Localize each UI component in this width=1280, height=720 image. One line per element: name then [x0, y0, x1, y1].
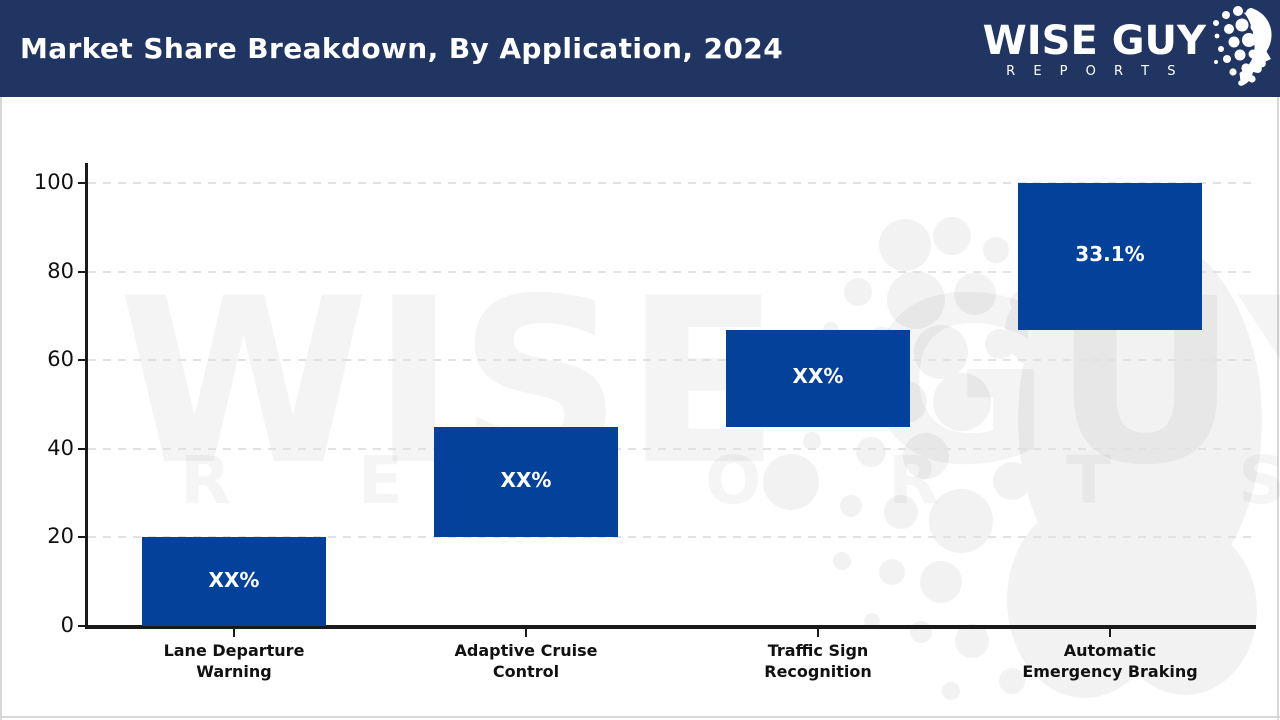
x-axis-tick-mark	[233, 629, 235, 637]
y-axis-tick-label: 60	[47, 347, 74, 372]
right-border	[1277, 97, 1279, 720]
category-label: Automatic Emergency Braking	[980, 640, 1240, 682]
bar-segment	[1018, 183, 1202, 330]
bottom-border	[0, 716, 1280, 718]
brand-logo-text: WISE GUY R E P O R T S	[983, 20, 1206, 79]
y-axis-tick-label: 40	[47, 435, 74, 460]
category-label-line: Emergency Braking	[1022, 662, 1198, 681]
gridline-80	[88, 270, 1256, 273]
bar-value-label: 33.1%	[1075, 242, 1145, 267]
left-border	[0, 97, 2, 720]
y-axis-tick-mark	[78, 359, 86, 362]
category-label-line: Control	[492, 662, 560, 681]
gridline-40	[88, 447, 1256, 450]
y-axis-tick-mark	[78, 625, 86, 627]
brand-head-icon	[1213, 6, 1272, 86]
y-axis-tick-label: 100	[33, 170, 74, 194]
x-axis-line	[85, 625, 1256, 629]
y-axis-tick-mark	[78, 270, 86, 273]
y-axis-tick-label: 80	[47, 258, 74, 283]
bar-value-label: XX%	[208, 567, 260, 592]
gridline-20	[88, 536, 1256, 539]
bar-value-label: XX%	[792, 364, 844, 389]
category-label-line: Traffic Sign	[767, 641, 869, 660]
category-label-line: Recognition	[764, 662, 872, 681]
category-label-line: Automatic	[1063, 641, 1157, 660]
bar-value-label: XX%	[500, 468, 552, 493]
bar-segment	[434, 426, 618, 538]
y-axis-tick-mark	[78, 182, 86, 184]
category-label-line: Warning	[196, 662, 272, 681]
gridline-100	[88, 182, 1256, 184]
y-axis-tick-mark	[78, 447, 86, 450]
header-bar: Market Share Breakdown, By Application, …	[0, 0, 1280, 97]
y-axis-line	[85, 163, 88, 629]
brand-logo-subtitle: R E P O R T S	[1006, 63, 1183, 79]
x-axis-tick-mark	[1109, 629, 1111, 637]
page-title: Market Share Breakdown, By Application, …	[20, 32, 784, 65]
category-label: Lane Departure Warning	[104, 640, 364, 682]
category-label-line: Lane Departure	[163, 641, 305, 660]
category-label: Traffic Sign Recognition	[688, 640, 948, 682]
bar-segment	[726, 329, 910, 427]
x-axis-tick-mark	[525, 629, 527, 637]
watermark-reports-text: R E P O R T S	[180, 442, 1280, 519]
y-axis-tick-mark	[78, 536, 86, 539]
y-axis-tick-label: 0	[60, 613, 74, 637]
brand-logo: WISE GUY R E P O R T S	[983, 4, 1272, 94]
gridline-60	[88, 359, 1256, 362]
bar-segment	[142, 537, 326, 626]
x-axis-tick-mark	[817, 629, 819, 637]
y-axis-tick-label: 20	[47, 524, 74, 549]
brand-logo-name: WISE GUY	[982, 17, 1206, 64]
category-label: Adaptive Cruise Control	[396, 640, 656, 682]
category-label-line: Adaptive Cruise	[454, 641, 598, 660]
